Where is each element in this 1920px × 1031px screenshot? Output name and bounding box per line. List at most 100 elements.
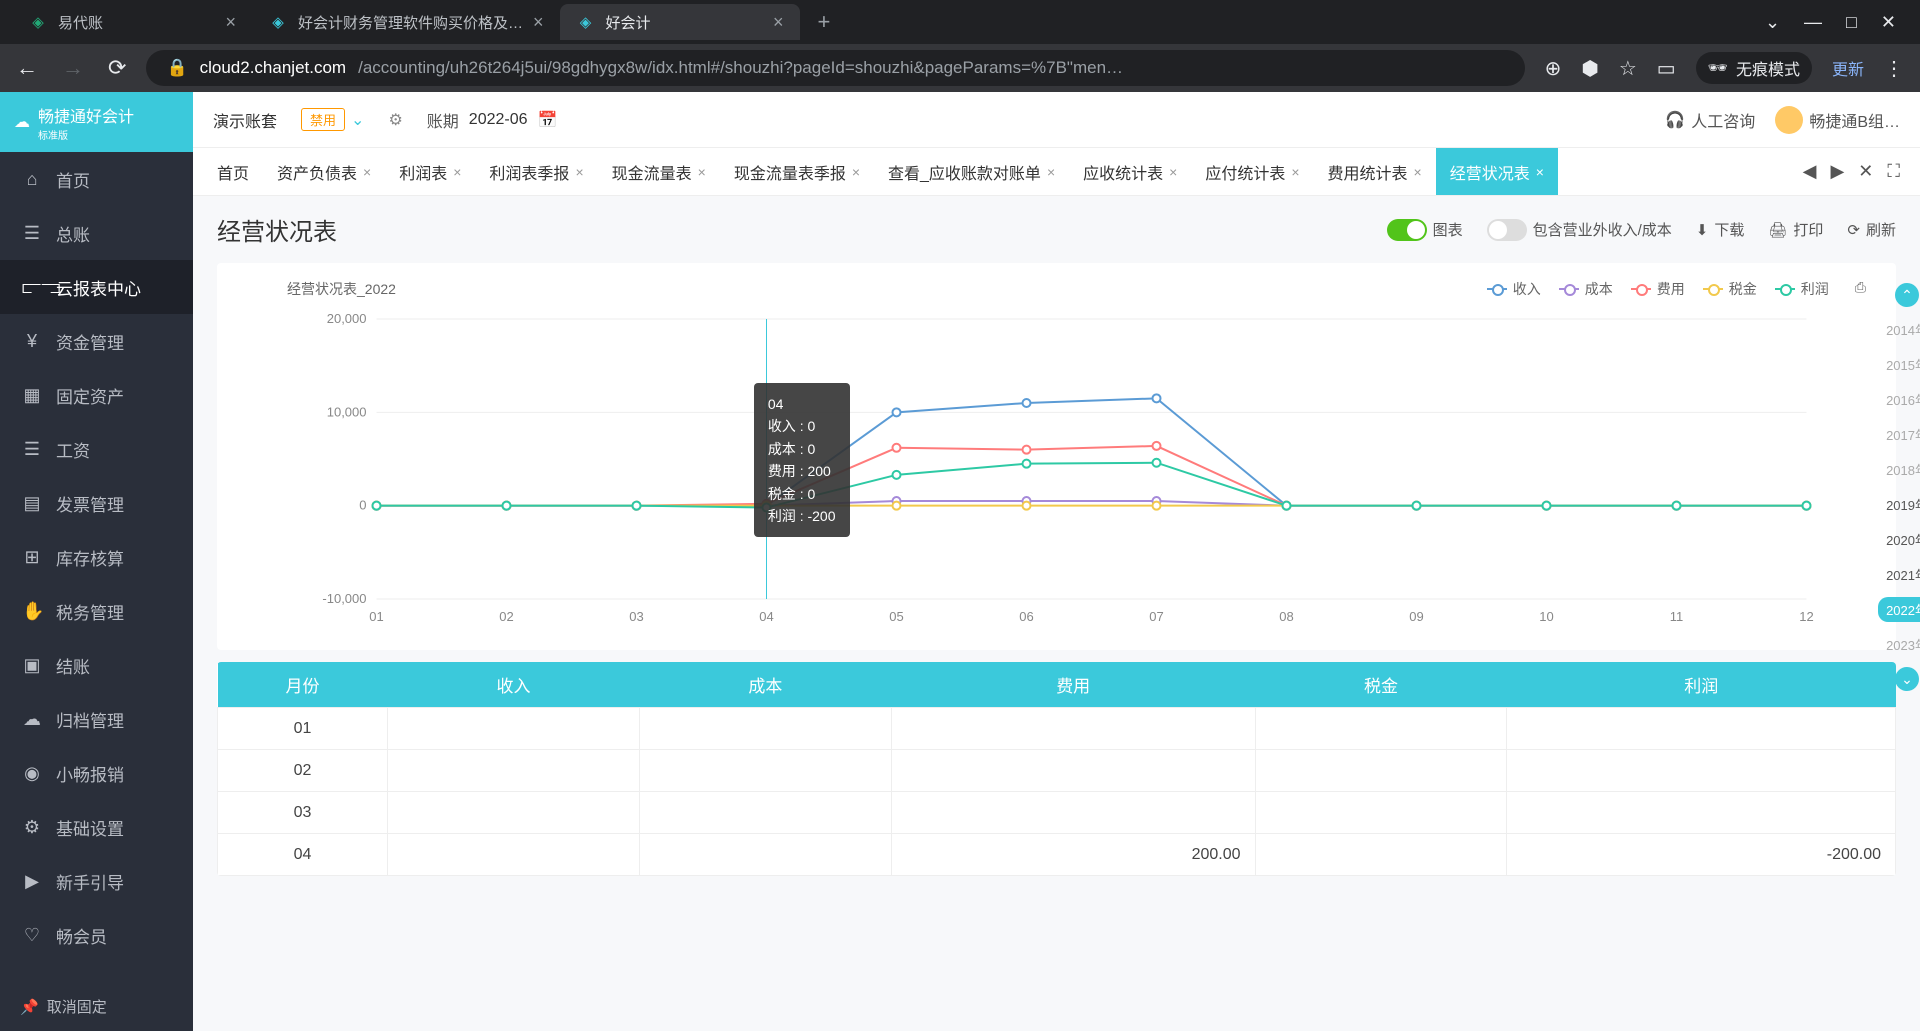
calendar-icon[interactable]: 📅: [538, 110, 558, 130]
unpin-button[interactable]: 📌 取消固定: [0, 982, 193, 1031]
year-up-icon[interactable]: ⌃: [1895, 283, 1919, 307]
maximize-icon[interactable]: □: [1846, 12, 1857, 33]
sidebar-item[interactable]: ☁归档管理: [0, 692, 193, 746]
year-item[interactable]: 2018年: [1878, 457, 1920, 482]
legend-item[interactable]: .legend-marker[style*='#a589d9']::after{…: [1559, 279, 1613, 299]
sidebar-item[interactable]: ✋税务管理: [0, 584, 193, 638]
app-tab[interactable]: 资产负债表×: [263, 148, 385, 196]
legend-item[interactable]: .legend-marker[style*='#f2c94c']::after{…: [1703, 279, 1757, 299]
sidebar-item[interactable]: ▶新手引导: [0, 854, 193, 908]
table-cell: [1255, 792, 1507, 834]
back-icon[interactable]: ←: [16, 55, 38, 81]
sidebar-item[interactable]: ⊞库存核算: [0, 530, 193, 584]
sidebar-item-icon: ◉: [22, 763, 42, 784]
year-item[interactable]: 2020年: [1878, 527, 1920, 552]
tab-close-icon[interactable]: ×: [773, 12, 784, 33]
tab-close-icon[interactable]: ×: [225, 12, 236, 33]
support-button[interactable]: 🎧 人工咨询: [1665, 108, 1755, 132]
star-icon[interactable]: ☆: [1619, 56, 1637, 81]
tag-dropdown-icon[interactable]: ⌄: [351, 110, 364, 130]
tab-prev-icon[interactable]: ◀: [1803, 161, 1817, 182]
period-value[interactable]: 2022-06: [469, 111, 528, 129]
year-item[interactable]: 2016年: [1878, 387, 1920, 412]
sidebar-item[interactable]: ◉小畅报销: [0, 746, 193, 800]
tab-close-all-icon[interactable]: ✕: [1858, 161, 1873, 182]
minimize-icon[interactable]: —: [1804, 12, 1822, 33]
sidebar-item[interactable]: ⫍⫎云报表中心: [0, 260, 193, 314]
app-tab-close-icon[interactable]: ×: [1291, 164, 1299, 180]
legend-item[interactable]: .legend-marker[style*='#2dc9a4']::after{…: [1775, 279, 1829, 299]
app-tab[interactable]: 利润表季报×: [475, 148, 597, 196]
reload-icon[interactable]: ⟳: [108, 55, 126, 81]
app-tab[interactable]: 查看_应收账款对账单×: [874, 148, 1069, 196]
app-tab-close-icon[interactable]: ×: [698, 164, 706, 180]
app-tab[interactable]: 应付统计表×: [1191, 148, 1313, 196]
sidebar-item[interactable]: ▦固定资产: [0, 368, 193, 422]
extra-toggle[interactable]: [1487, 219, 1527, 241]
fullscreen-icon[interactable]: ⛶: [1887, 161, 1900, 182]
app-tab[interactable]: 首页: [203, 148, 263, 196]
sidebar-item[interactable]: ▤发票管理: [0, 476, 193, 530]
sidebar-item-icon: ⊞: [22, 547, 42, 568]
app-tab-close-icon[interactable]: ×: [363, 164, 371, 180]
url-field[interactable]: 🔒 cloud2.chanjet.com/accounting/uh26t264…: [146, 50, 1524, 86]
year-item[interactable]: 2023年: [1878, 632, 1920, 657]
new-tab-button[interactable]: +: [808, 9, 841, 35]
legend-item[interactable]: .legend-marker[style*='#ff7b7b']::after{…: [1631, 279, 1685, 299]
app-tab-close-icon[interactable]: ×: [852, 164, 860, 180]
sidebar-item[interactable]: ⌂首页: [0, 152, 193, 206]
year-item[interactable]: 2017年: [1878, 422, 1920, 447]
sidebar-item[interactable]: ⚙基础设置: [0, 800, 193, 854]
sidebar-item[interactable]: ♡畅会员: [0, 908, 193, 962]
year-item[interactable]: 2021年: [1878, 562, 1920, 587]
tab-close-icon[interactable]: ×: [533, 12, 544, 33]
save-chart-icon[interactable]: ⎙: [1855, 279, 1866, 299]
tab-next-icon[interactable]: ▶: [1830, 161, 1844, 182]
app-tab-close-icon[interactable]: ×: [453, 164, 461, 180]
reader-icon[interactable]: ▭: [1657, 56, 1676, 81]
chevron-down-icon[interactable]: ⌄: [1765, 12, 1780, 33]
app-tab[interactable]: 现金流量表×: [598, 148, 720, 196]
sidebar-item[interactable]: ☰总账: [0, 206, 193, 260]
sidebar-item[interactable]: ▣结账: [0, 638, 193, 692]
year-rail: ⌃ 2014年 2015年 2016年 2017年 2018年 2019年 2020年 2021…: [1878, 283, 1920, 691]
app-tab-close-icon[interactable]: ×: [1047, 164, 1055, 180]
menu-icon[interactable]: ⋮: [1884, 56, 1904, 81]
legend-item[interactable]: .legend-marker[style*='#5b9bd5']::after{…: [1487, 279, 1541, 299]
app-tab-close-icon[interactable]: ×: [575, 164, 583, 180]
year-down-icon[interactable]: ⌄: [1895, 667, 1919, 691]
app-tab[interactable]: 应收统计表×: [1069, 148, 1191, 196]
app-tab-close-icon[interactable]: ×: [1414, 164, 1422, 180]
app-tab-close-icon[interactable]: ×: [1169, 164, 1177, 180]
zoom-icon[interactable]: ⊕: [1545, 56, 1562, 81]
year-item[interactable]: 2022年: [1878, 597, 1920, 622]
gear-icon[interactable]: ⚙: [388, 110, 402, 130]
forward-icon[interactable]: →: [62, 55, 84, 81]
year-item[interactable]: 2019年: [1878, 492, 1920, 517]
extension-icon[interactable]: ⬢: [1581, 56, 1598, 81]
page-header: 经营状况表 图表 包含营业外收入/成本 ⬇ 下载 🖨 打印: [193, 196, 1920, 263]
user-menu[interactable]: 畅捷通B组…: [1775, 106, 1900, 134]
app-tab[interactable]: 利润表×: [385, 148, 475, 196]
year-item[interactable]: 2014年: [1878, 317, 1920, 342]
sidebar-item-label: 云报表中心: [56, 275, 141, 300]
browser-tab[interactable]: ◈好会计财务管理软件购买价格及…×: [252, 4, 560, 40]
sidebar-item[interactable]: ¥资金管理: [0, 314, 193, 368]
logo[interactable]: ☁ 畅捷通好会计 标准版: [0, 92, 193, 152]
chart-svg[interactable]: -10,000010,00020,00001020304050607080910…: [237, 309, 1876, 629]
app-tab-close-icon[interactable]: ×: [1536, 164, 1544, 180]
update-button[interactable]: 更新: [1832, 56, 1864, 80]
disable-tag[interactable]: 禁用: [301, 108, 345, 131]
app-tab[interactable]: 经营状况表×: [1436, 148, 1558, 196]
app-tab[interactable]: 现金流量表季报×: [720, 148, 874, 196]
print-button[interactable]: 🖨 打印: [1768, 219, 1823, 240]
app-tab[interactable]: 费用统计表×: [1314, 148, 1436, 196]
download-button[interactable]: ⬇ 下载: [1696, 219, 1745, 240]
browser-tab[interactable]: ◈易代账×: [12, 4, 252, 40]
sidebar-item[interactable]: ☰工资: [0, 422, 193, 476]
close-icon[interactable]: ✕: [1881, 12, 1896, 33]
refresh-button[interactable]: ⟳ 刷新: [1847, 219, 1896, 240]
browser-tab[interactable]: ◈好会计×: [560, 4, 800, 40]
year-item[interactable]: 2015年: [1878, 352, 1920, 377]
chart-toggle[interactable]: [1387, 219, 1427, 241]
